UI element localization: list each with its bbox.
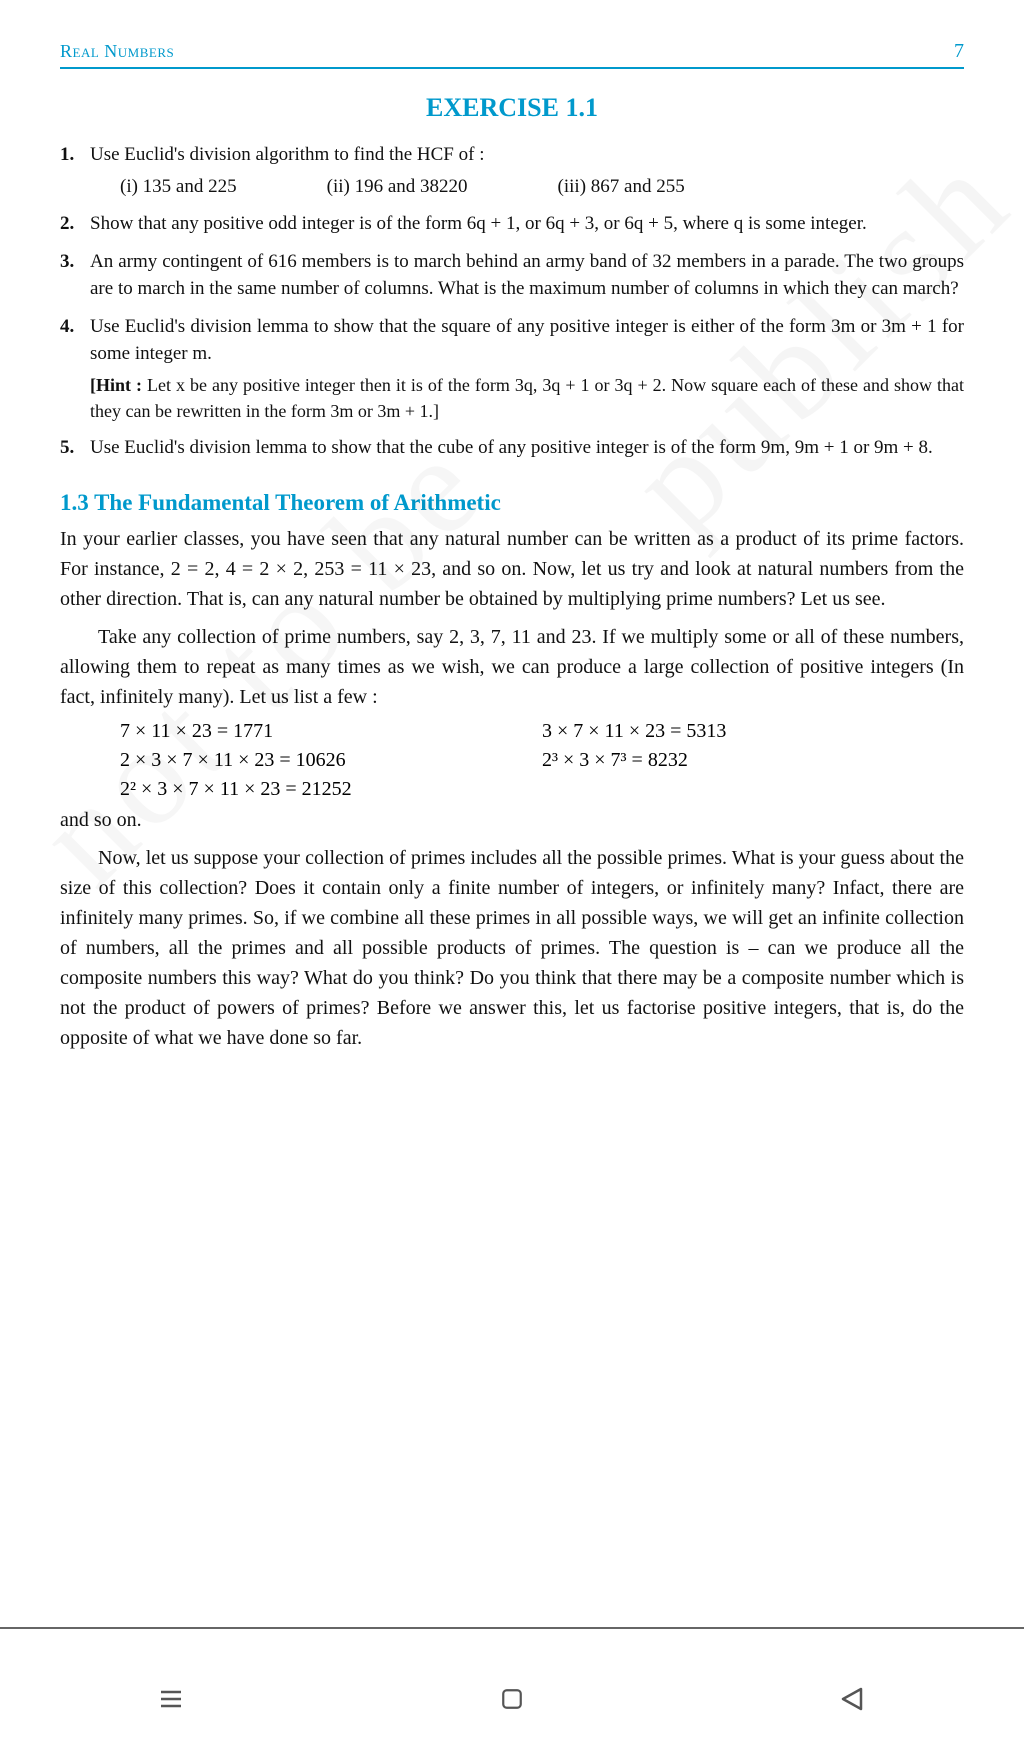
equation-5: 2² × 3 × 7 × 11 × 23 = 21252	[120, 778, 542, 801]
equation-3: 2 × 3 × 7 × 11 × 23 = 10626	[120, 749, 542, 772]
exercise-heading: EXERCISE 1.1	[60, 93, 964, 123]
question-2: 2. Show that any positive odd integer is…	[90, 210, 964, 238]
question-1: 1. Use Euclid's division algorithm to fi…	[90, 141, 964, 200]
question-1-parts: (i) 135 and 225 (ii) 196 and 38220 (iii)…	[90, 173, 964, 201]
hint-label: [Hint :	[90, 375, 142, 395]
question-number: 1.	[60, 141, 74, 169]
hint-text: Let x be any positive integer then it is…	[90, 375, 964, 421]
question-5: 5. Use Euclid's division lemma to show t…	[90, 434, 964, 462]
q1-part-ii: (ii) 196 and 38220	[327, 173, 468, 201]
question-3: 3. An army contingent of 616 members is …	[90, 248, 964, 303]
q1-part-i: (i) 135 and 225	[120, 173, 237, 201]
question-number: 5.	[60, 434, 74, 462]
page-number: 7	[954, 40, 964, 63]
paragraph-2: Take any collection of prime numbers, sa…	[60, 622, 964, 712]
question-text: Use Euclid's division lemma to show that…	[90, 316, 964, 365]
bottom-divider	[0, 1627, 1024, 1629]
question-4-hint: [Hint : Let x be any positive integer th…	[90, 372, 964, 424]
square-icon	[498, 1685, 526, 1713]
paragraph-4: Now, let us suppose your collection of p…	[60, 843, 964, 1053]
question-text: An army contingent of 616 members is to …	[90, 251, 964, 300]
q1-part-iii: (iii) 867 and 255	[558, 173, 685, 201]
recent-apps-button[interactable]	[151, 1679, 191, 1719]
question-number: 2.	[60, 210, 74, 238]
back-triangle-icon	[837, 1683, 869, 1715]
back-button[interactable]	[833, 1679, 873, 1719]
page-content: publish not to be Real Numbers 7 EXERCIS…	[0, 0, 1024, 1620]
page-header: Real Numbers 7	[60, 40, 964, 69]
paragraph-3: and so on.	[60, 805, 964, 835]
question-text: Use Euclid's division algorithm to find …	[90, 144, 484, 165]
android-nav-bar	[0, 1649, 1024, 1749]
equation-4: 2³ × 3 × 7³ = 8232	[542, 749, 964, 772]
equation-1: 7 × 11 × 23 = 1771	[120, 720, 542, 743]
exercise-list: 1. Use Euclid's division algorithm to fi…	[60, 141, 964, 462]
section-heading: 1.3 The Fundamental Theorem of Arithmeti…	[60, 490, 964, 516]
question-4: 4. Use Euclid's division lemma to show t…	[90, 313, 964, 424]
equation-grid: 7 × 11 × 23 = 1771 3 × 7 × 11 × 23 = 531…	[60, 720, 964, 801]
question-text: Show that any positive odd integer is of…	[90, 213, 867, 234]
paragraph-1: In your earlier classes, you have seen t…	[60, 524, 964, 614]
home-button[interactable]	[492, 1679, 532, 1719]
menu-icon	[155, 1683, 187, 1715]
equation-2: 3 × 7 × 11 × 23 = 5313	[542, 720, 964, 743]
question-number: 3.	[60, 248, 74, 276]
chapter-title: Real Numbers	[60, 41, 174, 62]
question-text: Use Euclid's division lemma to show that…	[90, 437, 933, 458]
question-number: 4.	[60, 313, 74, 341]
